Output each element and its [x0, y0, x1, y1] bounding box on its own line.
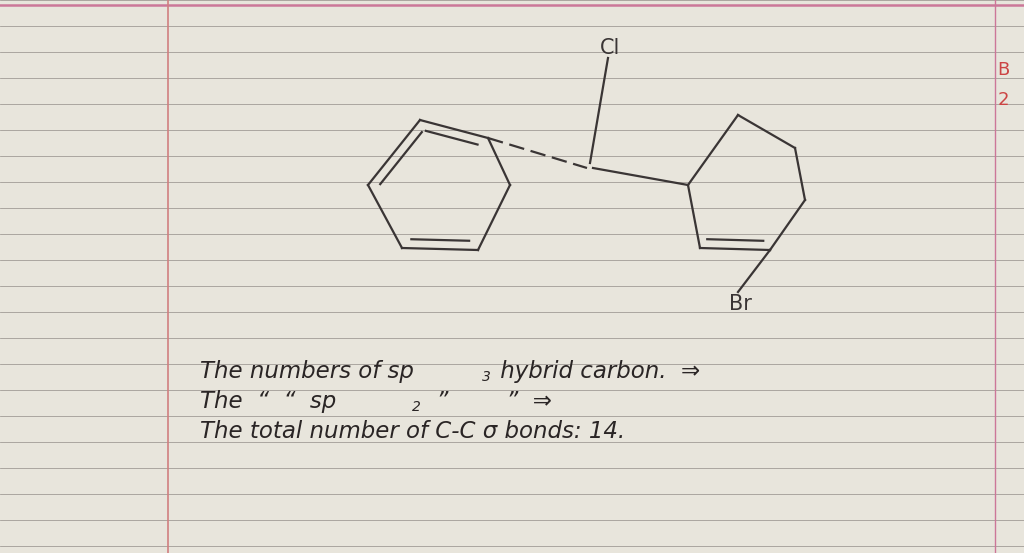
Text: 2: 2: [997, 91, 1009, 109]
Text: 3: 3: [482, 370, 490, 384]
Text: The total number of C-C σ bonds: 14.: The total number of C-C σ bonds: 14.: [200, 420, 625, 443]
Text: B: B: [997, 61, 1009, 79]
Text: Br: Br: [728, 294, 752, 314]
Text: The  “  “  sp: The “ “ sp: [200, 390, 336, 413]
Text: Cl: Cl: [600, 38, 621, 58]
Text: ”        ”  ⇒: ” ” ⇒: [422, 390, 552, 413]
Text: The numbers of sp: The numbers of sp: [200, 360, 414, 383]
Text: hybrid carbon.  ⇒: hybrid carbon. ⇒: [493, 360, 700, 383]
Text: 2: 2: [412, 400, 421, 414]
